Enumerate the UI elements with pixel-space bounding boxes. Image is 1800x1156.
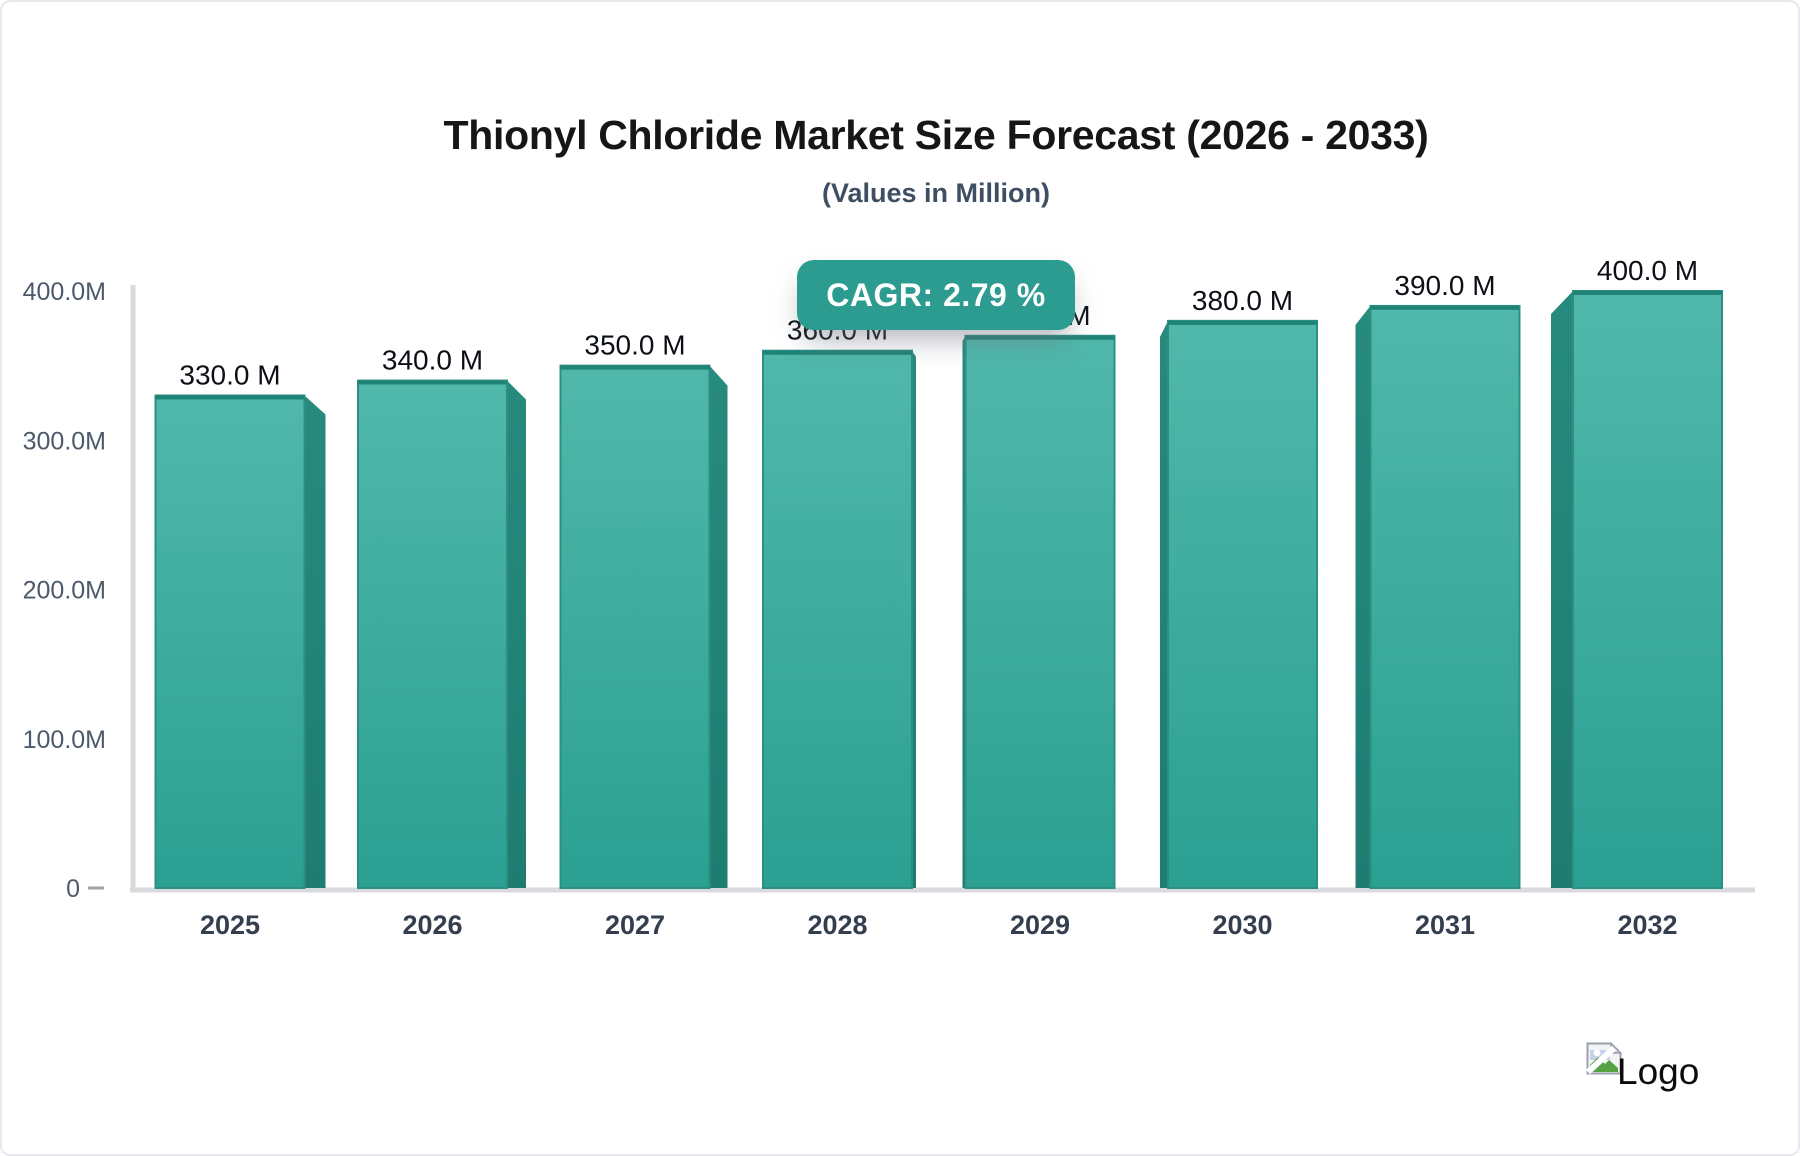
bar-2032[interactable]: 400.0 M 2032 (1551, 255, 1723, 940)
bar-2026[interactable]: 340.0 M 2026 (357, 345, 526, 940)
bar-value-label: 330.0 M (179, 359, 280, 390)
bar-front-face (1167, 319, 1318, 890)
bar-2025[interactable]: 330.0 M 2025 (154, 359, 326, 940)
bar-side-face (1355, 305, 1371, 888)
bar-value-label: 390.0 M (1394, 270, 1495, 301)
bar-2027[interactable]: 350.0 M 2027 (559, 330, 728, 940)
cagr-badge-label: CAGR: 2.79 % (826, 276, 1046, 313)
bar-front-face (559, 364, 711, 889)
bar-side-face (709, 365, 728, 888)
bar-front-face (762, 349, 913, 889)
y-tick-label: 200.0M (23, 577, 106, 605)
y-tick-label: 300.0M (23, 427, 106, 455)
logo-text: Logo (1617, 1051, 1700, 1092)
x-axis-label: 2031 (1415, 910, 1475, 940)
y-tick-label: 400.0M (23, 278, 106, 306)
bar-side-face (1551, 291, 1573, 888)
bar-side-face (304, 395, 326, 888)
x-axis-label: 2028 (807, 910, 867, 940)
x-axis-label: 2026 (402, 910, 462, 940)
x-axis-label: 2027 (605, 910, 665, 940)
bar-front-face (1572, 290, 1723, 889)
x-axis-label: 2032 (1617, 910, 1677, 940)
bar-value-label: 400.0 M (1597, 255, 1698, 286)
bar-front-face (357, 379, 508, 889)
bar-side-face (1160, 320, 1168, 889)
bar-front-face (1369, 304, 1521, 889)
chart-title: Thionyl Chloride Market Size Forecast (2… (443, 112, 1429, 158)
broken-image-icon (1586, 1042, 1622, 1075)
bar-value-label: 340.0 M (382, 345, 483, 376)
logo: Logo (1586, 1040, 1699, 1090)
bar-value-label: 380.0 M (1192, 285, 1293, 316)
bar-2031[interactable]: 390.0 M 2031 (1355, 270, 1521, 940)
bar-2030[interactable]: 380.0 M 2030 (1160, 285, 1318, 940)
bar-side-face (507, 380, 526, 888)
y-tick-label: 0 (66, 875, 80, 903)
bar-value-label: 350.0 M (584, 330, 685, 361)
y-tick-label: 100.0M (23, 726, 106, 754)
bar-front-face (964, 334, 1116, 889)
x-axis-label: 2030 (1212, 910, 1272, 940)
x-axis-label: 2025 (200, 910, 260, 940)
x-axis-label: 2029 (1010, 910, 1070, 940)
cagr-badge: CAGR: 2.79 % (797, 260, 1075, 330)
chart-subtitle: (Values in Million) (821, 178, 1051, 208)
bar-front-face (154, 394, 306, 889)
